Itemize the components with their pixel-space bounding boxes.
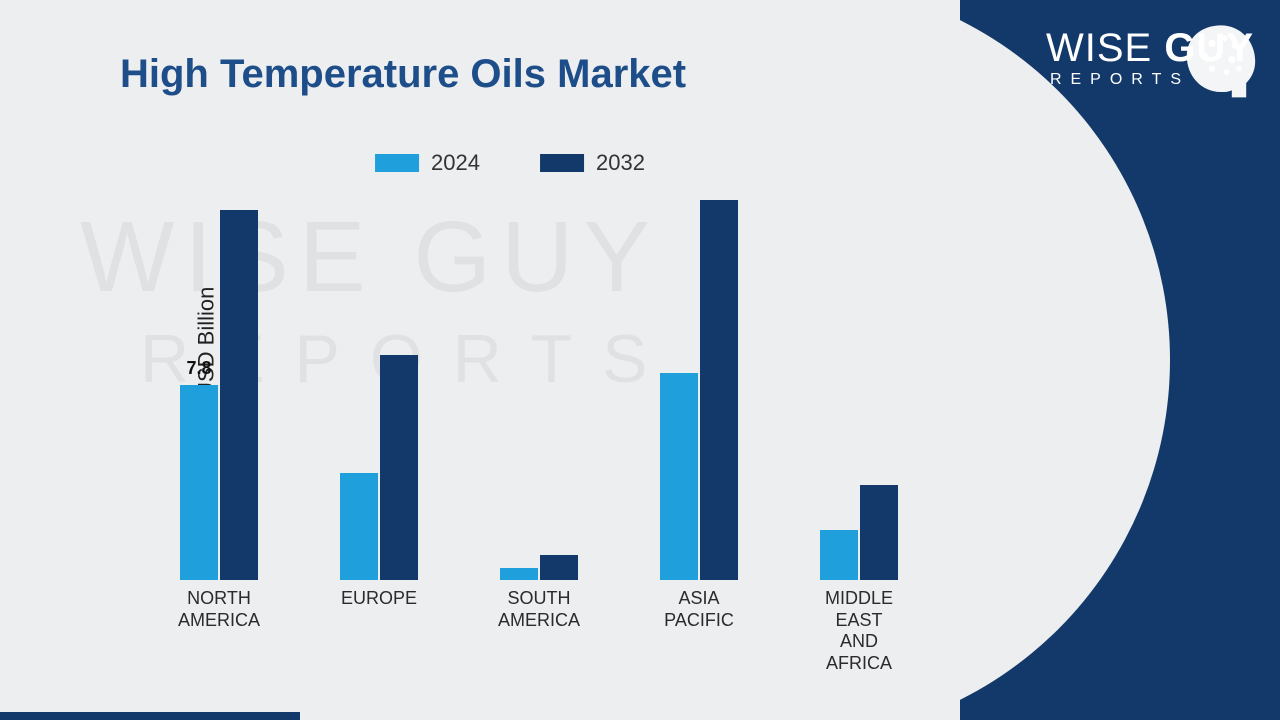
stage: High Temperature Oils Market WISE GUY RE… (0, 0, 1280, 720)
bar (540, 555, 578, 580)
bar (500, 568, 538, 581)
legend-swatch (540, 154, 584, 172)
bar-chart: 20242032 Market Size in USD Billion 7.8 … (60, 150, 960, 680)
bar (340, 473, 378, 581)
logo-text-1b: GUY (1164, 26, 1254, 70)
chart-plot-area: 7.8 (140, 180, 940, 580)
x-tick-label: NORTH AMERICA (178, 588, 260, 631)
x-tick-label: SOUTH AMERICA (498, 588, 580, 631)
legend-label: 2032 (596, 150, 645, 176)
bar-value-label: 7.8 (186, 358, 211, 379)
bar (820, 530, 858, 580)
bar (660, 373, 698, 581)
logo-text-1a: WISE (1046, 26, 1152, 70)
legend-item: 2032 (540, 150, 645, 176)
x-tick-label: MIDDLE EAST AND AFRICA (825, 588, 893, 674)
chart-legend: 2024 2032 (375, 150, 645, 176)
bar (860, 485, 898, 580)
x-tick-label: ASIA PACIFIC (664, 588, 734, 631)
legend-swatch (375, 154, 419, 172)
bar (220, 210, 258, 580)
x-axis-labels: NORTH AMERICA EUROPE SOUTH AMERICA ASIA PAC… (140, 580, 940, 670)
brand-logo: WISE GUY REPORTS (1046, 28, 1254, 88)
x-tick-label: EUROPE (341, 588, 417, 610)
chart-title: High Temperature Oils Market (120, 52, 686, 97)
logo-text-2: REPORTS (1046, 72, 1254, 88)
bar (180, 385, 218, 580)
bottom-accent-bar (0, 712, 300, 720)
bar (700, 200, 738, 580)
bar (380, 355, 418, 580)
legend-item: 2024 (375, 150, 480, 176)
legend-label: 2024 (431, 150, 480, 176)
